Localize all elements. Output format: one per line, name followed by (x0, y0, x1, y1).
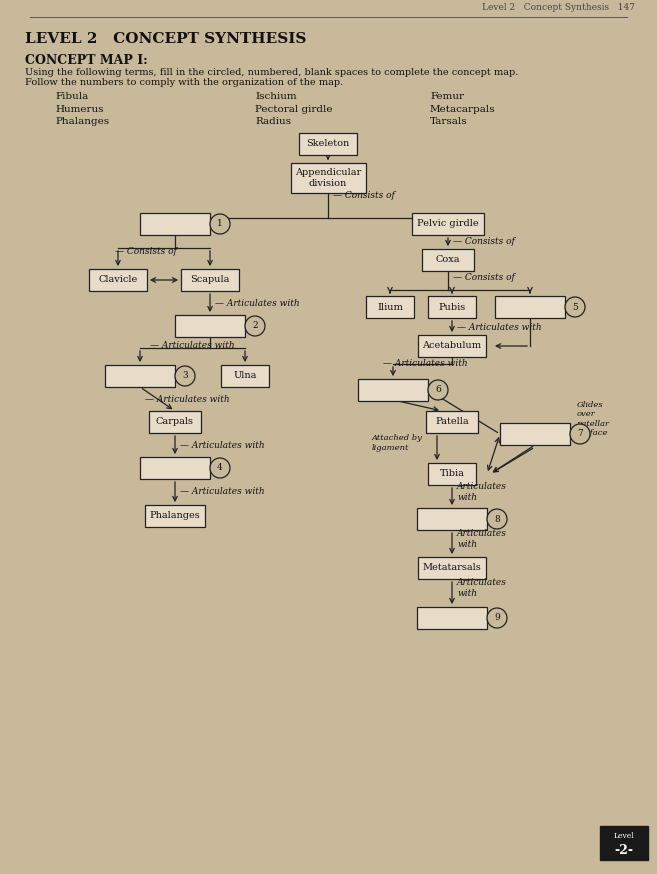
FancyBboxPatch shape (181, 269, 239, 291)
Circle shape (565, 297, 585, 317)
Text: Ilium: Ilium (377, 302, 403, 311)
FancyBboxPatch shape (412, 213, 484, 235)
FancyBboxPatch shape (600, 826, 648, 860)
FancyBboxPatch shape (500, 423, 570, 445)
Text: 9: 9 (494, 614, 500, 622)
Text: Articulates
with: Articulates with (457, 482, 507, 502)
FancyBboxPatch shape (89, 269, 147, 291)
Text: Glides
over
patellar
surface: Glides over patellar surface (577, 401, 610, 437)
Text: 5: 5 (572, 302, 578, 311)
Text: Using the following terms, fill in the circled, numbered, blank spaces to comple: Using the following terms, fill in the c… (25, 68, 518, 77)
Text: 2: 2 (252, 322, 258, 330)
FancyBboxPatch shape (140, 213, 210, 235)
Text: -2-: -2- (614, 844, 633, 857)
Circle shape (428, 380, 448, 400)
Text: Articulates
with: Articulates with (457, 579, 507, 598)
Text: Clavicle: Clavicle (99, 275, 137, 285)
FancyBboxPatch shape (428, 296, 476, 318)
Text: 1: 1 (217, 219, 223, 228)
FancyBboxPatch shape (290, 163, 365, 193)
Text: Pelvic girdle: Pelvic girdle (417, 219, 479, 228)
Text: Skeleton: Skeleton (306, 140, 350, 149)
FancyBboxPatch shape (299, 133, 357, 155)
Text: Carpals: Carpals (156, 418, 194, 427)
Text: Femur
Metacarpals
Tarsals: Femur Metacarpals Tarsals (430, 92, 495, 126)
FancyBboxPatch shape (428, 463, 476, 485)
Circle shape (570, 424, 590, 444)
Text: — Articulates with: — Articulates with (383, 359, 468, 369)
Text: — Consists of: — Consists of (453, 274, 515, 282)
Text: 8: 8 (494, 515, 500, 524)
Text: Level: Level (614, 832, 634, 840)
FancyBboxPatch shape (140, 457, 210, 479)
Text: Appendicular
division: Appendicular division (295, 169, 361, 188)
Text: Scapula: Scapula (191, 275, 230, 285)
Text: 4: 4 (217, 463, 223, 473)
FancyBboxPatch shape (145, 505, 205, 527)
Text: Patella: Patella (435, 418, 469, 427)
Text: — Articulates with: — Articulates with (180, 488, 265, 496)
FancyBboxPatch shape (417, 508, 487, 530)
Text: Acetabulum: Acetabulum (422, 342, 482, 350)
Text: — Articulates with: — Articulates with (457, 323, 541, 331)
Text: Metatarsals: Metatarsals (422, 564, 482, 572)
Text: Pubis: Pubis (438, 302, 466, 311)
Text: — Articulates with: — Articulates with (180, 440, 265, 449)
Circle shape (210, 458, 230, 478)
Text: Follow the numbers to comply with the organization of the map.: Follow the numbers to comply with the or… (25, 78, 343, 87)
Text: — Articulates with: — Articulates with (215, 299, 300, 308)
FancyBboxPatch shape (366, 296, 414, 318)
Text: Ischium
Pectoral girdle
Radius: Ischium Pectoral girdle Radius (255, 92, 332, 126)
Text: — Consists of: — Consists of (453, 238, 515, 246)
FancyBboxPatch shape (105, 365, 175, 387)
Text: 3: 3 (182, 371, 188, 380)
FancyBboxPatch shape (418, 557, 486, 579)
Text: CONCEPT MAP I:: CONCEPT MAP I: (25, 54, 148, 67)
Text: Fibula
Humerus
Phalanges: Fibula Humerus Phalanges (55, 92, 109, 126)
Circle shape (487, 509, 507, 529)
Text: Attached by
ligament: Attached by ligament (372, 434, 423, 452)
Text: Coxa: Coxa (436, 255, 461, 265)
Circle shape (487, 608, 507, 628)
Text: Articulates
with: Articulates with (457, 530, 507, 549)
Text: 6: 6 (435, 385, 441, 394)
Text: — Articulates with: — Articulates with (150, 342, 235, 350)
FancyBboxPatch shape (417, 607, 487, 629)
Circle shape (245, 316, 265, 336)
FancyBboxPatch shape (418, 335, 486, 357)
FancyBboxPatch shape (221, 365, 269, 387)
Circle shape (175, 366, 195, 386)
FancyBboxPatch shape (426, 411, 478, 433)
Text: LEVEL 2   CONCEPT SYNTHESIS: LEVEL 2 CONCEPT SYNTHESIS (25, 32, 306, 46)
FancyBboxPatch shape (422, 249, 474, 271)
Text: Level 2   Concept Synthesis   147: Level 2 Concept Synthesis 147 (482, 3, 635, 12)
FancyBboxPatch shape (149, 411, 201, 433)
Circle shape (210, 214, 230, 234)
Text: — Consists of: — Consists of (333, 191, 395, 200)
Text: Phalanges: Phalanges (150, 511, 200, 521)
Text: — Articulates with: — Articulates with (145, 394, 230, 404)
FancyBboxPatch shape (495, 296, 565, 318)
Text: 7: 7 (577, 429, 583, 439)
FancyBboxPatch shape (175, 315, 245, 337)
Text: Tibia: Tibia (440, 469, 464, 478)
FancyBboxPatch shape (358, 379, 428, 401)
Text: — Consists of: — Consists of (115, 247, 177, 256)
Text: Ulna: Ulna (233, 371, 257, 380)
